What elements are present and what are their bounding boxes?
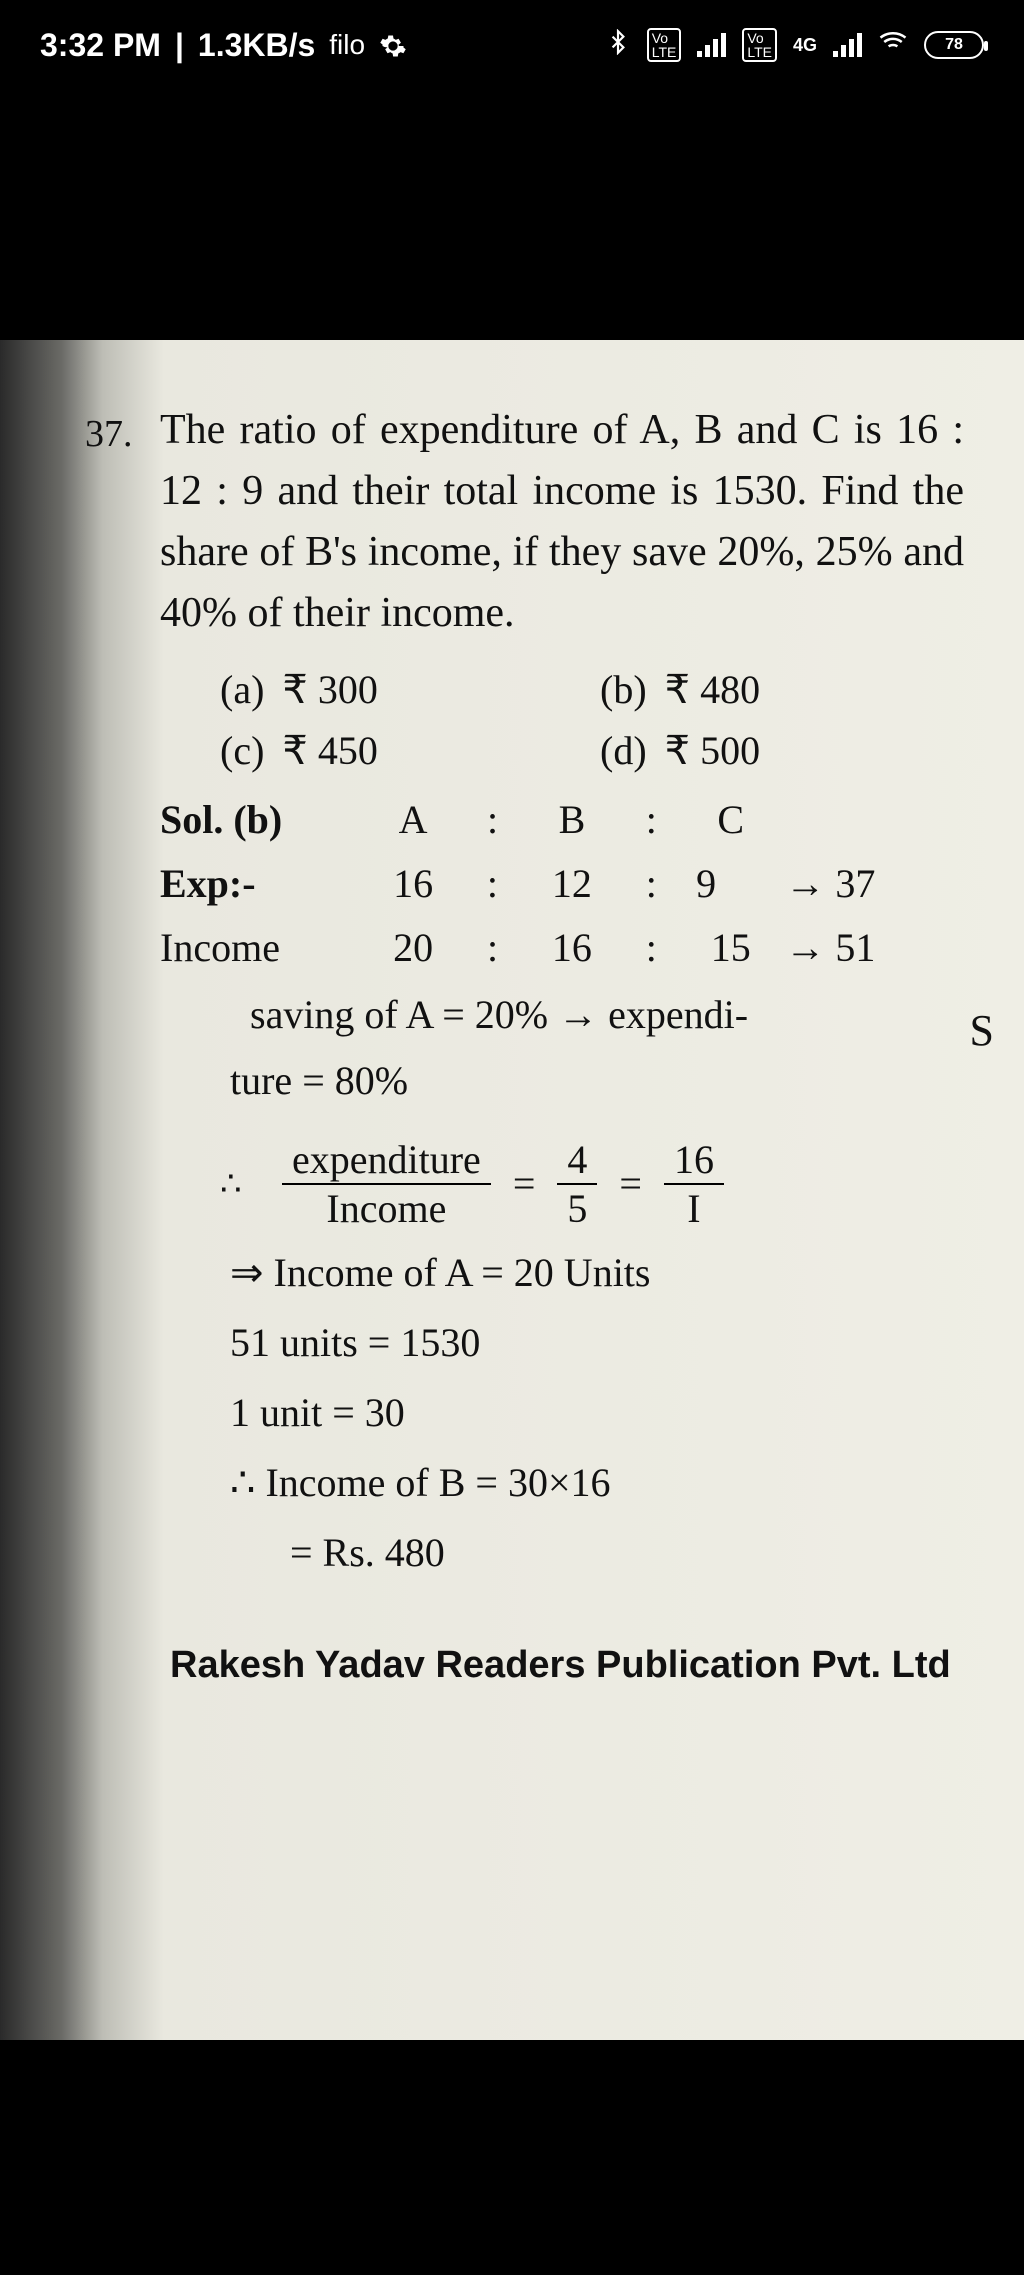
frac-lhs: expenditure Income: [282, 1136, 491, 1232]
option-row-2: (c) ₹ 450 (d) ₹ 500: [160, 727, 964, 774]
sol-label: Sol. (b): [160, 796, 359, 843]
option-c-value: ₹ 450: [282, 727, 377, 774]
question-number: 37.: [85, 412, 133, 456]
gear-icon: [379, 31, 407, 59]
option-b-label: (b): [600, 666, 647, 713]
status-bar: 3:32 PM | 1.3KB/s filo VoLTE VoLTE 4G 78: [0, 0, 1024, 90]
sol-exp-row: Exp:- 16 : 12 : 9 → 37: [160, 852, 964, 916]
exp-C: 9: [676, 860, 785, 907]
exp-label: Exp:-: [160, 860, 358, 907]
frac-lhs-den: Income: [316, 1185, 456, 1232]
frac-mid-den: 5: [557, 1185, 597, 1232]
sol-inc-row: Income 20 : 16 : 15 → 51: [160, 916, 964, 980]
question-text: The ratio of expenditure of A, B and C i…: [160, 400, 964, 644]
frac-rhs: 16 I: [664, 1136, 724, 1232]
exp-sum: → 37: [785, 860, 964, 907]
options-block: (a) ₹ 300 (b) ₹ 480 (c) ₹ 450 (d) ₹ 500: [160, 666, 964, 774]
col-C: C: [676, 796, 785, 843]
option-a-label: (a): [220, 666, 264, 713]
income-b-line: ∴ Income of B = 30×16: [160, 1452, 964, 1514]
units-51-line: 51 units = 1530: [160, 1312, 964, 1374]
colon-3: :: [468, 860, 518, 907]
frac-rhs-num: 16: [664, 1136, 724, 1183]
frac-rhs-den: I: [677, 1185, 710, 1232]
unit-1-line: 1 unit = 30: [160, 1382, 964, 1444]
sol-header-row: Sol. (b) A : B : C: [160, 788, 964, 852]
inc-A: 20: [359, 924, 468, 971]
result-line: = Rs. 480: [160, 1522, 964, 1584]
col-A: A: [359, 796, 468, 843]
volte-badge-2: VoLTE: [742, 28, 777, 62]
solution-grid: Sol. (b) A : B : C Exp:- 16 : 12 : 9 → 3…: [160, 788, 964, 980]
clock: 3:32 PM: [40, 27, 161, 64]
inc-sum: → 51: [785, 924, 964, 971]
app-name: filo: [329, 29, 365, 61]
col-B: B: [517, 796, 626, 843]
inc-label: Income: [160, 924, 359, 971]
option-b: (b) ₹ 480: [600, 666, 900, 713]
phone-screen: 3:32 PM | 1.3KB/s filo VoLTE VoLTE 4G 78…: [0, 0, 1024, 2275]
inc-B: 16: [517, 924, 626, 971]
battery-indicator: 78: [924, 31, 984, 59]
equals-2: =: [619, 1160, 642, 1207]
option-d-label: (d): [600, 727, 647, 774]
option-d: (d) ₹ 500: [600, 727, 900, 774]
publisher-line: Rakesh Yadav Readers Publication Pvt. Lt…: [160, 1644, 964, 1687]
frac-lhs-num: expenditure: [282, 1136, 491, 1183]
net-speed: 1.3KB/s: [198, 27, 315, 64]
exp-B: 12: [517, 860, 626, 907]
book-page: 37. The ratio of expenditure of A, B and…: [0, 340, 1024, 2040]
saving-line-1: saving of A = 20% → expendi-: [160, 984, 964, 1046]
option-c: (c) ₹ 450: [220, 727, 520, 774]
colon-1: :: [468, 796, 518, 843]
volte-badge-1: VoLTE: [647, 28, 682, 62]
status-left: 3:32 PM | 1.3KB/s filo: [40, 27, 407, 64]
bluetooth-icon: [605, 29, 631, 62]
option-b-value: ₹ 480: [665, 666, 760, 713]
battery-level: 78: [945, 36, 963, 54]
colon-6: :: [627, 924, 677, 971]
frac-mid: 4 5: [557, 1136, 597, 1232]
fraction-equation: ∴ expenditure Income = 4 5 = 16 I: [220, 1136, 964, 1232]
colon-2: :: [627, 796, 677, 843]
therefore-symbol: ∴: [220, 1164, 260, 1204]
income-a-line: ⇒ Income of A = 20 Units: [160, 1242, 964, 1304]
frac-mid-num: 4: [557, 1136, 597, 1183]
net-4g: 4G: [793, 35, 817, 56]
right-margin-letter: S: [970, 1005, 994, 1056]
option-row-1: (a) ₹ 300 (b) ₹ 480: [160, 666, 964, 713]
status-divider: |: [175, 27, 184, 64]
signal-bars-2: [833, 33, 862, 57]
saving-line-2: ture = 80%: [160, 1050, 964, 1112]
option-a: (a) ₹ 300: [220, 666, 520, 713]
colon-4: :: [626, 860, 676, 907]
equals-1: =: [513, 1160, 536, 1207]
colon-5: :: [468, 924, 518, 971]
inc-C: 15: [676, 924, 785, 971]
option-a-value: ₹ 300: [282, 666, 377, 713]
status-right: VoLTE VoLTE 4G 78: [605, 27, 984, 64]
exp-A: 16: [358, 860, 467, 907]
wifi-icon: [878, 27, 908, 64]
option-d-value: ₹ 500: [665, 727, 760, 774]
signal-bars-1: [697, 33, 726, 57]
option-c-label: (c): [220, 727, 264, 774]
